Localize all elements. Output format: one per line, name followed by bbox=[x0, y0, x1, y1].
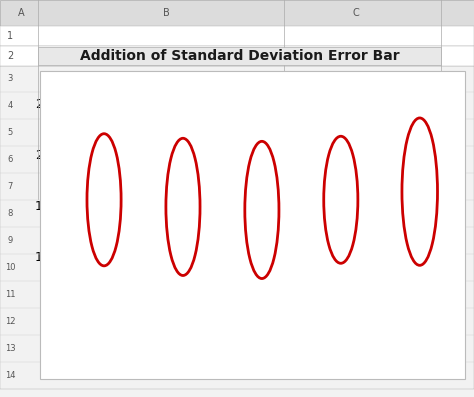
Text: 4: 4 bbox=[8, 102, 13, 110]
Text: 224: 224 bbox=[406, 155, 428, 165]
Text: 3: 3 bbox=[8, 75, 13, 83]
Text: 1: 1 bbox=[8, 31, 13, 41]
Bar bbox=[402, 130, 438, 357]
Text: 8: 8 bbox=[8, 209, 13, 218]
Bar bbox=[86, 174, 122, 357]
Text: 105: 105 bbox=[170, 266, 191, 276]
Text: 147: 147 bbox=[328, 228, 349, 238]
Text: 10: 10 bbox=[5, 263, 16, 272]
Text: A: A bbox=[18, 8, 25, 18]
Text: 7: 7 bbox=[8, 182, 13, 191]
Bar bbox=[323, 208, 358, 357]
Text: 5: 5 bbox=[8, 128, 13, 137]
Bar bbox=[244, 257, 280, 357]
Bar bbox=[165, 251, 201, 357]
Text: C: C bbox=[352, 8, 359, 18]
Text: Addition of Standard Deviation Error Bar: Addition of Standard Deviation Error Bar bbox=[80, 48, 399, 63]
Text: 180: 180 bbox=[91, 195, 112, 205]
Text: 2: 2 bbox=[7, 50, 14, 61]
Text: 9: 9 bbox=[8, 236, 13, 245]
Title: AQI: AQI bbox=[248, 84, 275, 99]
Text: 12: 12 bbox=[5, 317, 16, 326]
Text: 6: 6 bbox=[8, 155, 13, 164]
Text: B: B bbox=[163, 8, 169, 18]
Text: 99: 99 bbox=[248, 269, 263, 279]
Text: 11: 11 bbox=[5, 290, 16, 299]
Text: 13: 13 bbox=[5, 344, 16, 353]
Text: 14: 14 bbox=[5, 371, 16, 380]
